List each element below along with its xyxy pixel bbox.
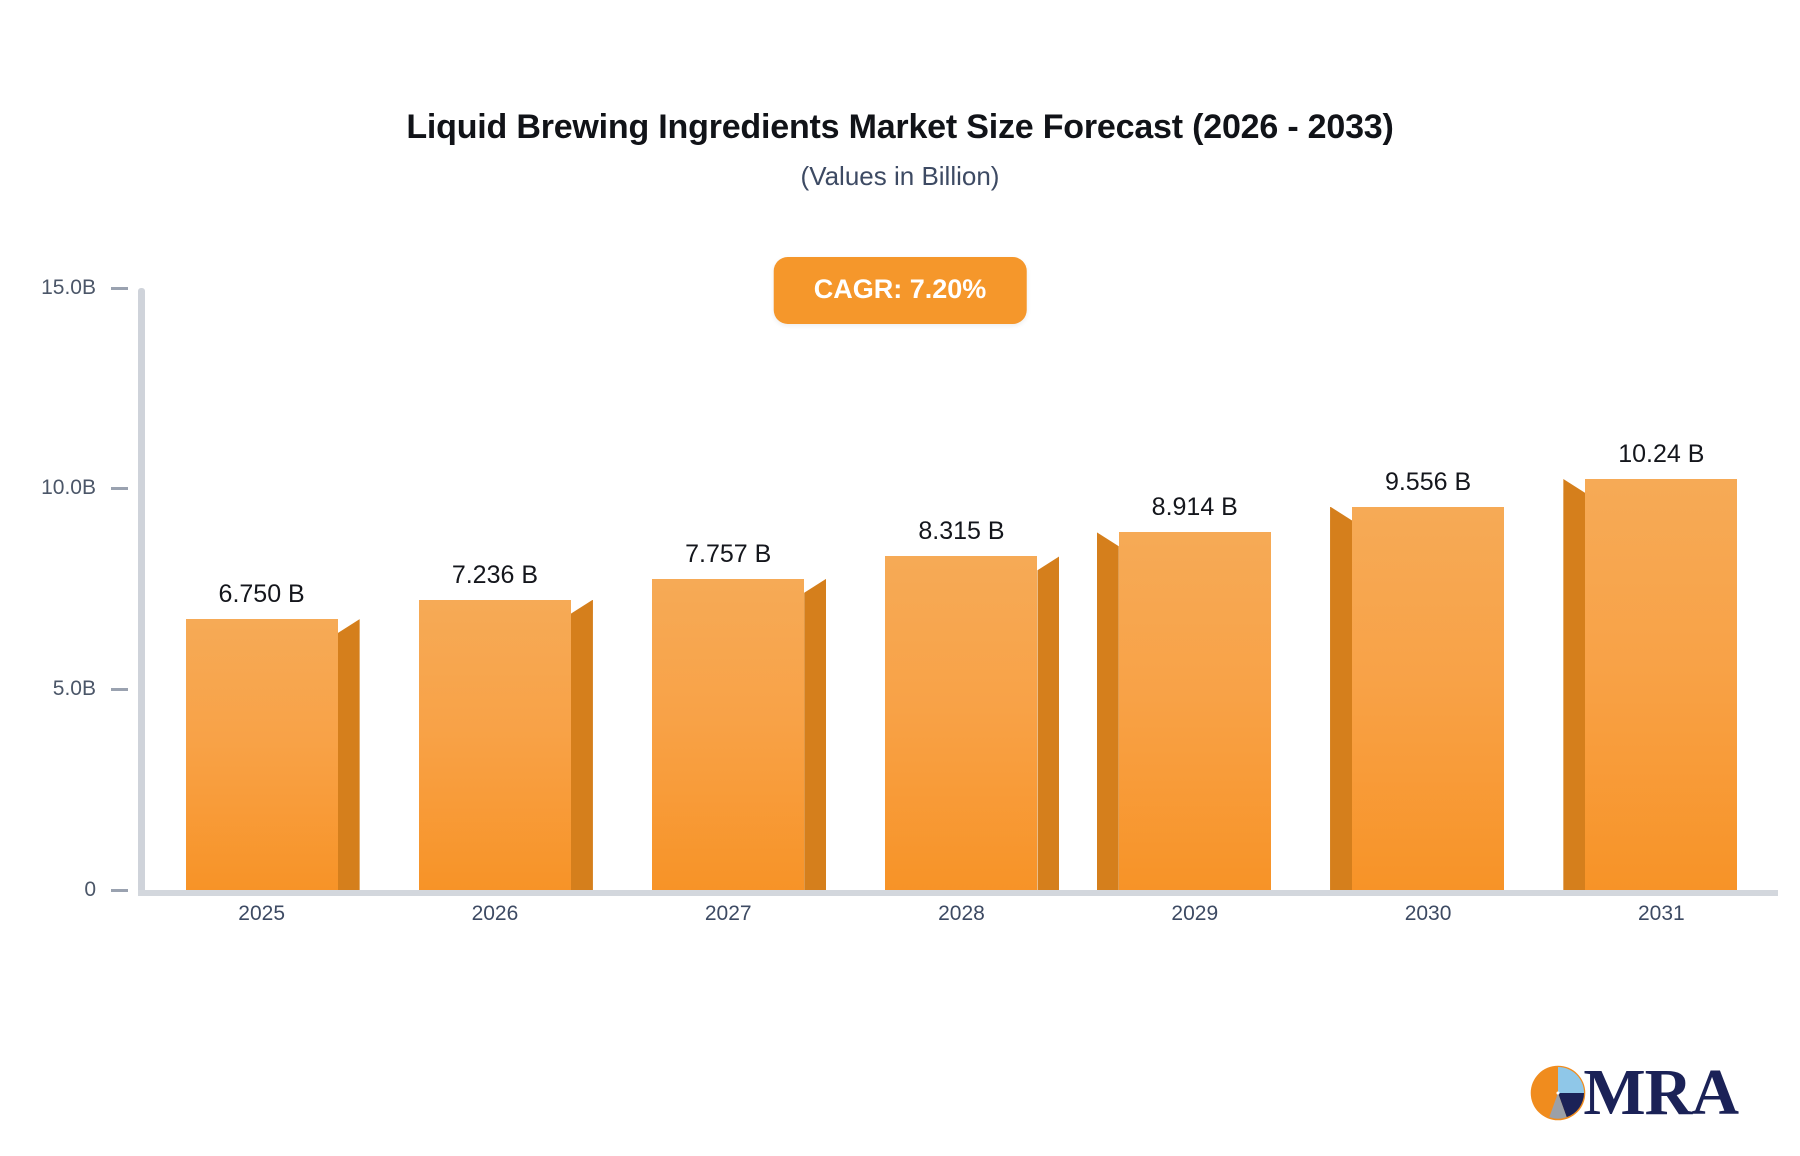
bar-2026[interactable]: 7.236 B (418, 561, 593, 890)
bar-value-label: 8.315 B (918, 517, 1005, 546)
logo-text: MRA (1583, 1056, 1739, 1129)
bar-slot: 7.757 B (612, 288, 845, 890)
bar-front-face (885, 556, 1038, 890)
bar-front-face (652, 578, 805, 890)
bar-side-face (1096, 532, 1119, 890)
bar-side-face (1563, 479, 1586, 890)
bar-series: 6.750 B 7.236 B 7.757 B 8.315 B 8.914 B 9.556… (145, 288, 1778, 890)
x-axis-label: 2029 (1171, 902, 1219, 925)
bar-2028[interactable]: 8.315 B (885, 517, 1060, 890)
y-axis-tick-label: 15.0B (41, 275, 96, 299)
y-axis-tick-label: 5.0B (52, 676, 96, 700)
bar-value-label: 6.750 B (218, 580, 305, 609)
bar-side-face (804, 578, 827, 890)
bar-value-label: 7.757 B (685, 539, 772, 568)
y-axis-tick-label: 0 (84, 877, 96, 901)
bar-2025[interactable]: 6.750 B (185, 580, 360, 890)
bar-front-face (418, 599, 571, 890)
bar-side-face (570, 599, 593, 890)
x-axis-label: 2028 (938, 902, 985, 925)
bar-front-face (1352, 506, 1505, 890)
x-axis-label: 2030 (1404, 902, 1452, 925)
mra-logo: MRA (1527, 1056, 1739, 1129)
y-axis-tick-mark (111, 888, 128, 892)
title-block: Liquid Brewing Ingredients Market Size F… (0, 108, 1800, 192)
page-title: Liquid Brewing Ingredients Market Size F… (406, 108, 1394, 146)
y-axis-tick-mark (111, 286, 128, 290)
bar-slot: 9.556 B (1311, 288, 1544, 890)
y-axis-line (138, 288, 145, 896)
bar-side-face (337, 619, 360, 890)
bar-value-label: 9.556 B (1384, 467, 1472, 496)
bar-side-face (1037, 556, 1060, 890)
bar-2027[interactable]: 7.757 B (652, 540, 827, 890)
bar-slot: 8.315 B (845, 288, 1078, 890)
bar-2030[interactable]: 9.556 B (1330, 468, 1505, 890)
pie-chart-logo-icon (1531, 1065, 1586, 1121)
bar-value-label: 10.24 B (1618, 440, 1705, 469)
bar-slot: 7.236 B (378, 288, 611, 890)
bar-front-face (1585, 479, 1738, 890)
chart-subtitle: (Values in Billion) (800, 161, 1000, 192)
plot-area: 15.0B 10.0B 5.0B 0 6.750 B 7.236 B 7.757 B 8.3… (41, 277, 1778, 900)
bar-value-label: 7.236 B (451, 560, 539, 589)
bar-slot: 6.750 B (145, 288, 378, 890)
x-axis-labels: 2025 2026 2027 2028 2029 2030 2031 (145, 902, 1778, 926)
y-axis-tick-mark (111, 487, 128, 491)
y-axis-tick-mark (111, 687, 128, 691)
y-axis-tick-label: 10.0B (41, 476, 96, 500)
x-axis-label: 2025 (238, 902, 285, 925)
bar-front-face (185, 619, 338, 890)
bar-side-face (1330, 506, 1353, 890)
bar-2029[interactable]: 8.914 B (1096, 493, 1271, 890)
bar-2031[interactable]: 10.24 B (1563, 440, 1738, 890)
cagr-badge: CAGR: 7.20% (773, 257, 1027, 324)
bar-slot: 10.24 B (1545, 288, 1778, 890)
bar-front-face (1118, 532, 1271, 890)
x-axis-label: 2031 (1637, 902, 1685, 925)
x-axis-line (138, 890, 1778, 896)
x-axis-label: 2026 (471, 902, 519, 925)
x-axis-label: 2027 (704, 902, 752, 925)
bar-slot: 8.914 B (1078, 288, 1311, 890)
bar-value-label: 8.914 B (1151, 493, 1238, 522)
